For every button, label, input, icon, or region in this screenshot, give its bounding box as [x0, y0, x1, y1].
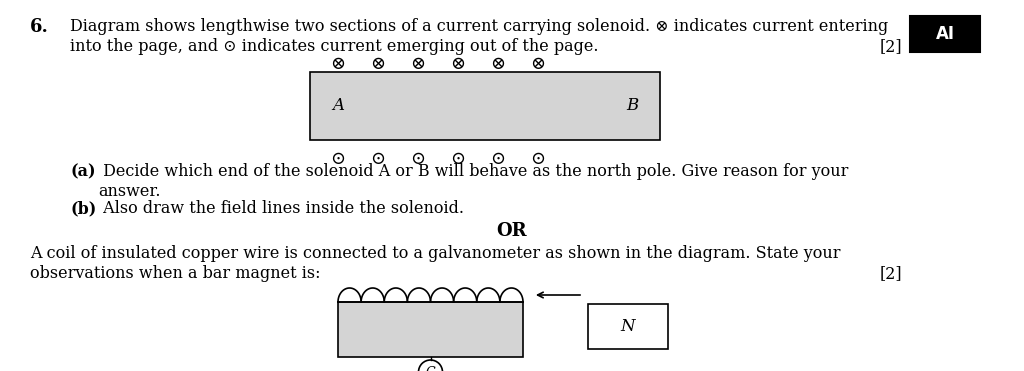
Text: ⊗: ⊗ — [490, 55, 506, 73]
Text: A: A — [332, 98, 344, 115]
Text: ⊙: ⊙ — [490, 150, 506, 168]
Text: Decide which end of the solenoid A or B will behave as the north pole. Give reas: Decide which end of the solenoid A or B … — [98, 163, 848, 180]
Text: G: G — [426, 365, 435, 371]
Text: B: B — [626, 98, 638, 115]
Text: AI: AI — [936, 25, 954, 43]
Text: (a): (a) — [70, 163, 95, 180]
Text: into the page, and ⊙ indicates current emerging out of the page.: into the page, and ⊙ indicates current e… — [70, 38, 598, 55]
Text: 6.: 6. — [30, 18, 49, 36]
Text: ⊗: ⊗ — [451, 55, 466, 73]
Text: OR: OR — [497, 222, 527, 240]
Text: [2]: [2] — [880, 38, 902, 55]
Text: ⊗: ⊗ — [411, 55, 426, 73]
Text: ⊙: ⊙ — [411, 150, 426, 168]
Text: Diagram shows lengthwise two sections of a current carrying solenoid. ⊗ indicate: Diagram shows lengthwise two sections of… — [70, 18, 888, 35]
Bar — [338, 302, 523, 357]
Text: ⊗: ⊗ — [371, 55, 386, 73]
Text: (b): (b) — [70, 200, 96, 217]
Bar — [588, 304, 668, 349]
Bar — [310, 72, 660, 140]
Text: ⊙: ⊙ — [371, 150, 386, 168]
Text: ⊙: ⊙ — [451, 150, 466, 168]
Text: ⊙: ⊙ — [331, 150, 345, 168]
Circle shape — [419, 360, 442, 371]
Text: answer.: answer. — [98, 183, 161, 200]
Text: ⊗: ⊗ — [530, 55, 546, 73]
Bar — [910, 16, 980, 52]
Text: N: N — [621, 318, 635, 335]
Text: [2]: [2] — [880, 265, 902, 282]
Text: observations when a bar magnet is:: observations when a bar magnet is: — [30, 265, 321, 282]
Text: A coil of insulated copper wire is connected to a galvanometer as shown in the d: A coil of insulated copper wire is conne… — [30, 245, 841, 262]
Text: ⊙: ⊙ — [530, 150, 546, 168]
Text: Also draw the field lines inside the solenoid.: Also draw the field lines inside the sol… — [98, 200, 464, 217]
Text: ⊗: ⊗ — [331, 55, 345, 73]
